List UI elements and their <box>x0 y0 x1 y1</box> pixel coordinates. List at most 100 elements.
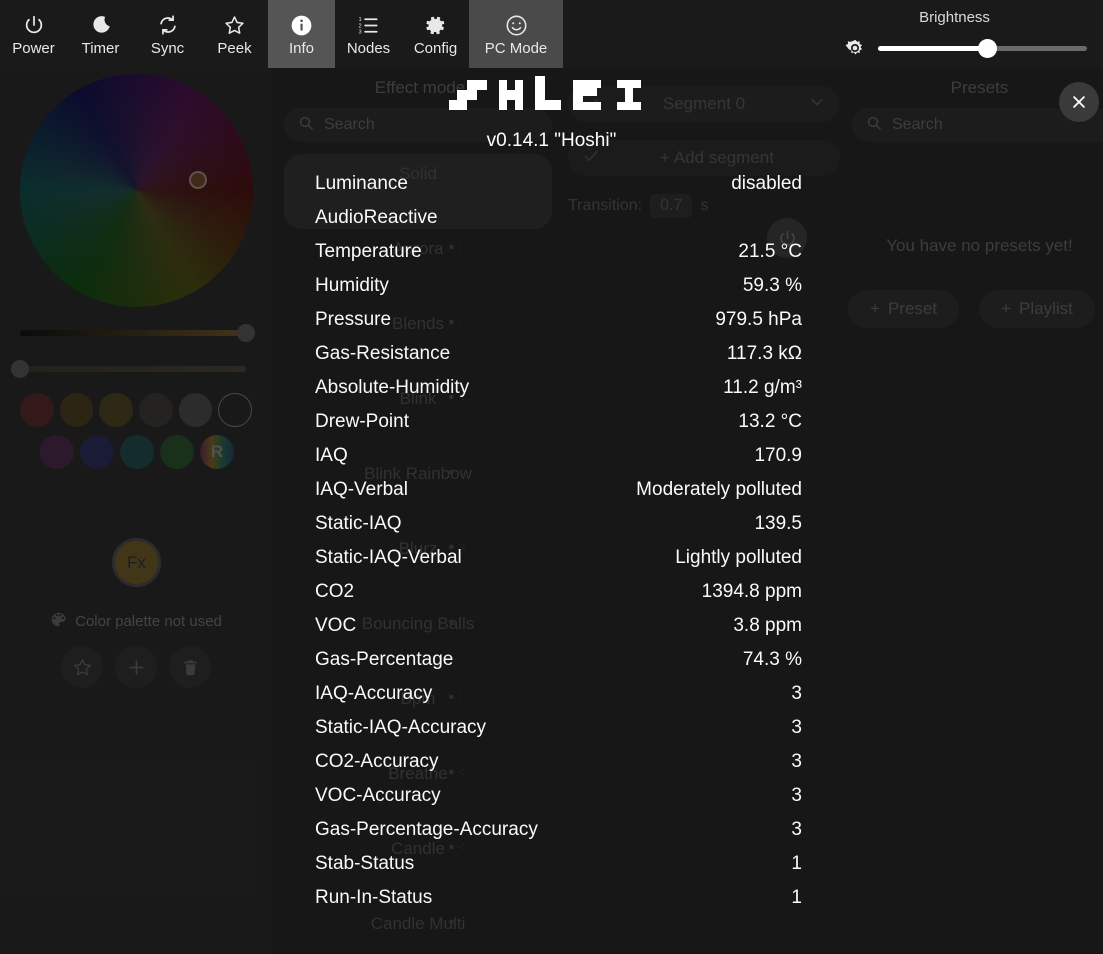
info-row: Pressure 979.5 hPa <box>315 309 802 343</box>
toolbar-button-peek[interactable]: Peek <box>201 0 268 68</box>
info-value: 1394.8 ppm <box>701 581 802 602</box>
info-value: 1 <box>791 853 802 874</box>
brightness-row <box>844 34 1087 62</box>
info-row: CO2 1394.8 ppm <box>315 581 802 615</box>
brightness-thumb[interactable] <box>977 39 997 58</box>
toolbar-button-config[interactable]: Config <box>402 0 469 68</box>
info-row: Temperature 21.5 °C <box>315 241 802 275</box>
toolbar-label-sync: Sync <box>150 40 185 57</box>
info-key: Static-IAQ-Verbal <box>315 547 462 568</box>
info-value: 170.9 <box>754 445 802 466</box>
power-icon <box>23 12 45 38</box>
info-value: disabled <box>731 173 802 194</box>
info-row: VOC-Accuracy 3 <box>315 785 802 819</box>
version-text: v0.14.1 "Hoshi" <box>486 130 617 151</box>
info-key: Drew-Point <box>315 411 409 432</box>
info-row: IAQ-Accuracy 3 <box>315 683 802 717</box>
close-icon[interactable] <box>1059 82 1099 122</box>
toolbar-button-power[interactable]: Power <box>0 0 67 68</box>
info-key: Humidity <box>315 275 389 296</box>
info-key: Static-IAQ-Accuracy <box>315 717 487 738</box>
info-icon <box>290 12 313 38</box>
info-row: IAQ 170.9 <box>315 445 802 479</box>
sun-icon <box>844 37 866 59</box>
toolbar-label-pc-mode: PC Mode <box>484 40 548 57</box>
info-row: Stab-Status 1 <box>315 853 802 887</box>
info-value: 59.3 % <box>742 275 802 296</box>
info-row: CO2-Accuracy 3 <box>315 751 802 785</box>
info-value: 21.5 °C <box>738 241 802 262</box>
info-value: 117.3 kΩ <box>726 343 802 364</box>
info-key: VOC-Accuracy <box>315 785 441 806</box>
info-value: 3 <box>791 717 802 738</box>
info-value: 3 <box>791 785 802 806</box>
info-key: IAQ-Accuracy <box>315 683 433 704</box>
toolbar-label-info: Info <box>288 40 315 57</box>
info-key: Run-In-Status <box>315 887 433 908</box>
toolbar-label-power: Power <box>12 40 55 57</box>
sync-icon <box>157 12 179 38</box>
info-row: Absolute-Humidity 11.2 g/m³ <box>315 377 802 411</box>
toolbar-label-config: Config <box>413 40 458 57</box>
star-icon <box>223 12 246 38</box>
info-value: 13.2 °C <box>738 411 802 432</box>
info-row: Gas-Percentage-Accuracy 3 <box>315 819 802 853</box>
brightness-label: Brightness <box>919 9 990 26</box>
gear-icon <box>424 12 447 38</box>
info-row: Luminance disabled <box>315 173 802 207</box>
info-row: AudioReactive <box>315 207 802 241</box>
info-value: 3 <box>791 751 802 772</box>
info-key: CO2-Accuracy <box>315 751 439 772</box>
info-value: Moderately polluted <box>636 479 802 500</box>
info-value: 74.3 % <box>742 649 802 670</box>
brightness-slider[interactable] <box>878 37 1087 59</box>
toolbar-button-pc-mode[interactable]: PC Mode <box>469 0 563 68</box>
info-overlay: v0.14.1 "Hoshi" Luminance disabled AudioRe… <box>0 68 1103 954</box>
info-value: 979.5 hPa <box>715 309 802 330</box>
info-row: Gas-Percentage 74.3 % <box>315 649 802 683</box>
info-row: Run-In-Status 1 <box>315 887 802 921</box>
info-row: Drew-Point 13.2 °C <box>315 411 802 445</box>
svg-text:1: 1 <box>359 17 362 23</box>
info-key: IAQ <box>315 445 348 466</box>
info-value: 3.8 ppm <box>733 615 802 636</box>
info-row: Static-IAQ 139.5 <box>315 513 802 547</box>
toolbar-label-nodes: Nodes <box>346 40 391 57</box>
info-row: VOC 3.8 ppm <box>315 615 802 649</box>
moon-icon <box>90 12 112 38</box>
info-key: Luminance <box>315 173 408 194</box>
info-key: Temperature <box>315 241 422 262</box>
toolbar-label-timer: Timer <box>81 40 120 57</box>
info-row: IAQ-Verbal Moderately polluted <box>315 479 802 513</box>
info-key: Gas-Resistance <box>315 343 451 364</box>
info-value: 3 <box>791 683 802 704</box>
toolbar-button-timer[interactable]: Timer <box>67 0 134 68</box>
brightness-control: Brightness <box>822 6 1087 62</box>
wled-logo <box>0 76 1103 122</box>
info-key: Gas-Percentage <box>315 649 454 670</box>
list-icon: 1 2 3 <box>357 12 380 38</box>
info-row: Gas-Resistance 117.3 kΩ <box>315 343 802 377</box>
toolbar-button-nodes[interactable]: 1 2 3 Nodes <box>335 0 402 68</box>
toolbar-button-sync[interactable]: Sync <box>134 0 201 68</box>
info-value: 139.5 <box>754 513 802 534</box>
top-toolbar: Power Timer Sync <box>0 0 1103 68</box>
info-key: IAQ-Verbal <box>315 479 408 500</box>
info-key: AudioReactive <box>315 207 438 228</box>
info-row: Static-IAQ-Verbal Lightly polluted <box>315 547 802 581</box>
info-key: Static-IAQ <box>315 513 402 534</box>
info-key: VOC <box>315 615 357 636</box>
svg-text:3: 3 <box>359 29 362 35</box>
info-rows: Luminance disabled AudioReactive Temperatur… <box>315 173 802 921</box>
info-row: Static-IAQ-Accuracy 3 <box>315 717 802 751</box>
svg-text:2: 2 <box>359 23 362 29</box>
info-key: Stab-Status <box>315 853 415 874</box>
info-value: 3 <box>791 819 802 840</box>
brightness-fill <box>878 46 987 51</box>
info-key: Gas-Percentage-Accuracy <box>315 819 538 840</box>
info-value: 1 <box>791 887 802 908</box>
toolbar-button-info[interactable]: Info <box>268 0 335 68</box>
info-value: Lightly polluted <box>675 547 802 568</box>
info-key: Absolute-Humidity <box>315 377 470 398</box>
smiley-icon <box>505 12 528 38</box>
